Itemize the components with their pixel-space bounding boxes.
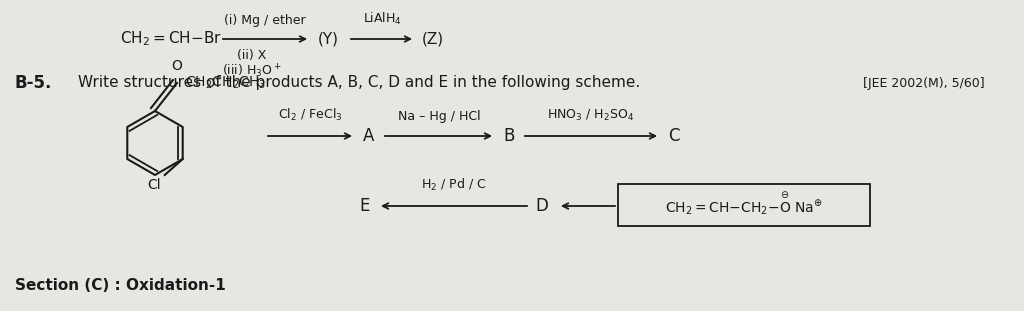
Text: [JEE 2002(M), 5/60]: [JEE 2002(M), 5/60] (863, 77, 985, 90)
Text: Write structures of the products A, B, C, D and E in the following scheme.: Write structures of the products A, B, C… (78, 76, 640, 91)
Text: B: B (503, 127, 514, 145)
Text: Cl: Cl (147, 178, 161, 192)
Text: $\mathrm{HNO_3\ /\ H_2SO_4}$: $\mathrm{HNO_3\ /\ H_2SO_4}$ (548, 108, 635, 123)
Text: A: A (362, 127, 375, 145)
Text: Section (C) : Oxidation-1: Section (C) : Oxidation-1 (15, 278, 225, 293)
Text: $\mathrm{CH_2{=}CH{-}Br}$: $\mathrm{CH_2{=}CH{-}Br}$ (120, 30, 222, 48)
Text: E: E (359, 197, 370, 215)
Text: Na – Hg / HCl: Na – Hg / HCl (397, 110, 480, 123)
Text: $\mathrm{LiAlH_4}$: $\mathrm{LiAlH_4}$ (362, 11, 401, 27)
Text: (Z): (Z) (422, 31, 444, 47)
Bar (618, 184, 870, 226)
Text: $\mathrm{CH_2{=}CH{-}CH_2{-}\overset{\ominus}{O}\ Na^{\oplus}}$: $\mathrm{CH_2{=}CH{-}CH_2{-}\overset{\om… (666, 191, 823, 217)
Text: $\mathrm{Cl_2\ /\ FeCl_3}$: $\mathrm{Cl_2\ /\ FeCl_3}$ (278, 107, 342, 123)
Text: $\mathrm{H_2\ /\ Pd\ /\ C}$: $\mathrm{H_2\ /\ Pd\ /\ C}$ (421, 177, 486, 193)
Text: O: O (172, 59, 182, 73)
Text: C: C (668, 127, 680, 145)
Text: (Y): (Y) (318, 31, 339, 47)
Text: B-5.: B-5. (15, 74, 52, 92)
Text: (iii) H$_3$O$^+$: (iii) H$_3$O$^+$ (222, 63, 282, 81)
Text: $\mathrm{CH_2CH_2CH_3}$: $\mathrm{CH_2CH_2CH_3}$ (185, 75, 266, 91)
Text: (ii) X: (ii) X (238, 49, 266, 62)
Text: D: D (536, 197, 548, 215)
Text: (i) Mg / ether: (i) Mg / ether (224, 14, 306, 27)
